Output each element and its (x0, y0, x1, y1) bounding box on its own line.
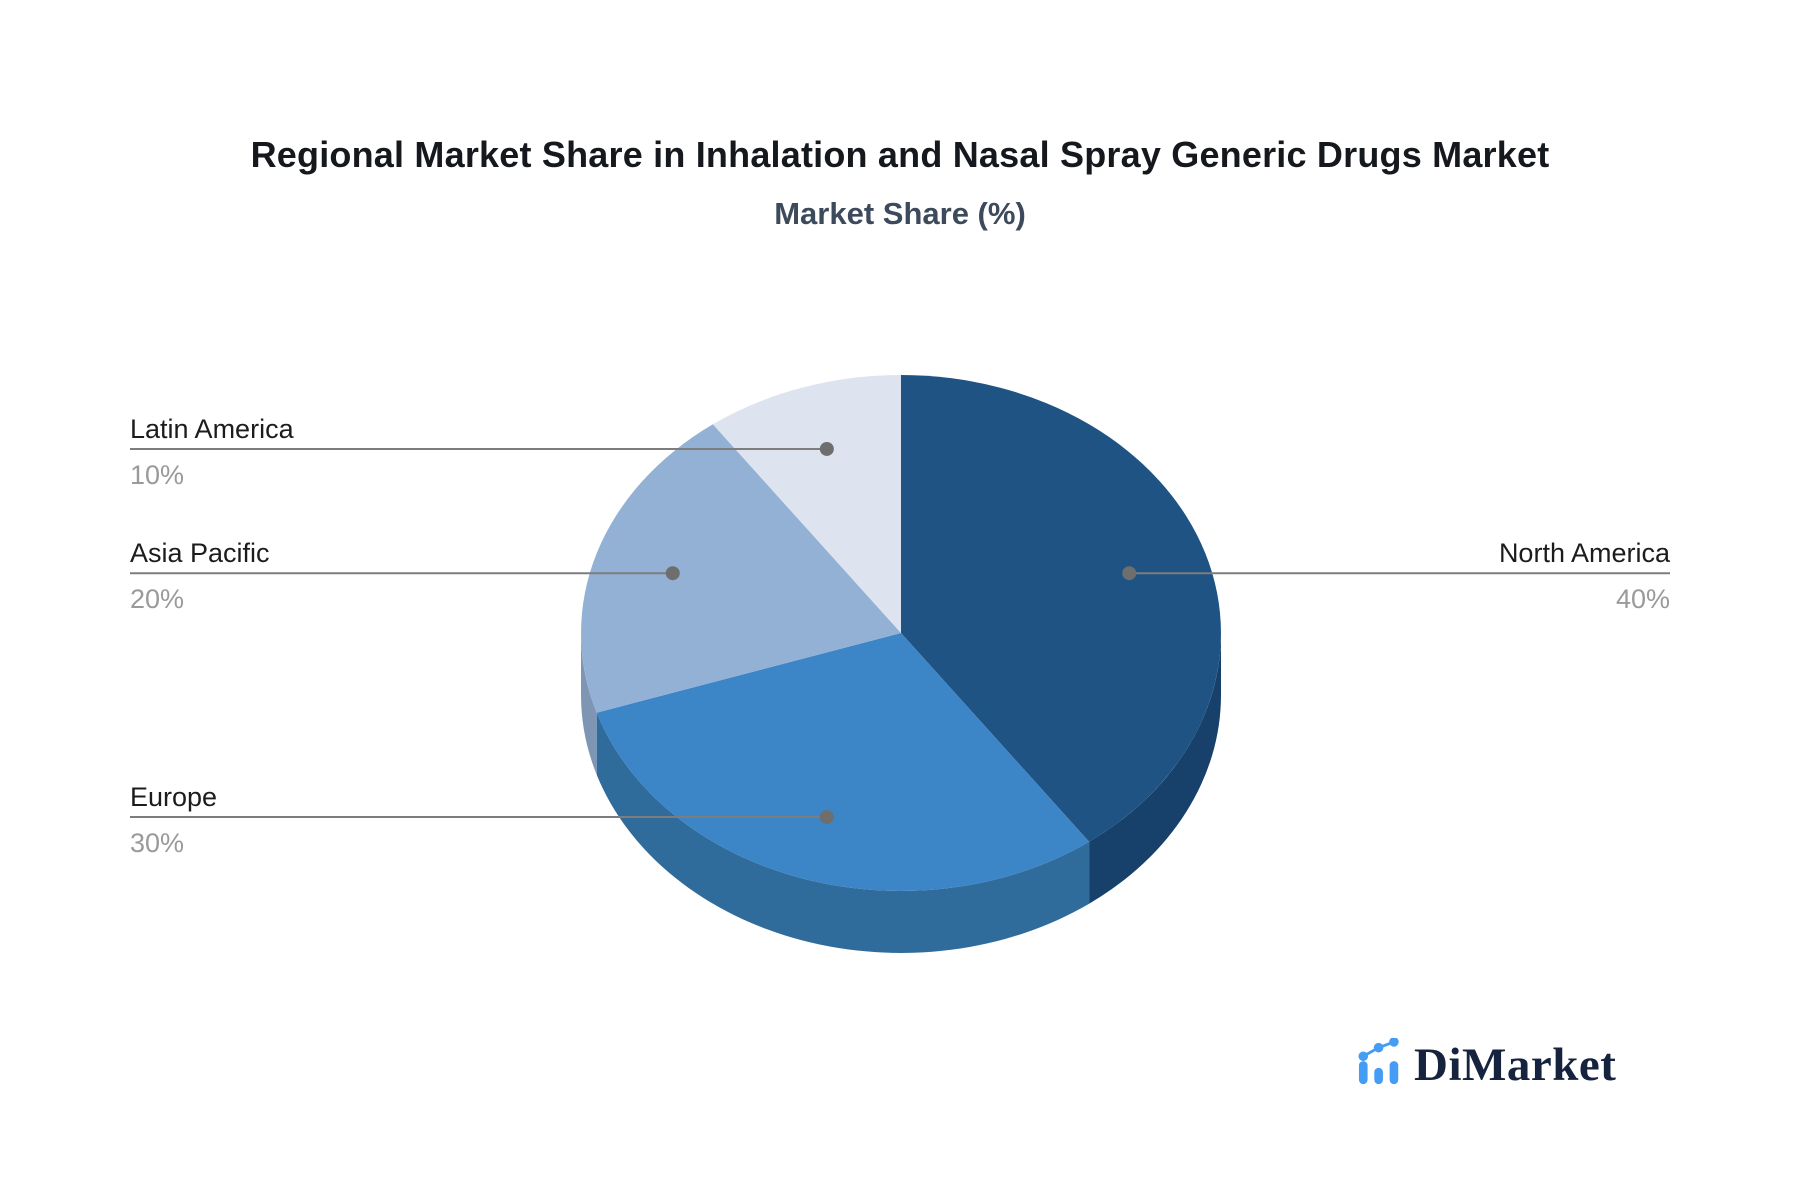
bar-chart-trend-icon (1358, 1038, 1399, 1085)
pie-slice-europe[interactable] (596, 633, 1090, 891)
callout-north-america: North America 40% (1499, 539, 1670, 613)
percent-label: 20% (130, 584, 185, 615)
leader-dot (819, 810, 834, 825)
callout-europe: Europe 30% (130, 783, 217, 857)
pie-side-europe (596, 712, 1090, 953)
region-label: Asia Pacific (130, 538, 270, 569)
percent-label: 40% (1615, 584, 1670, 615)
leader-dot (819, 441, 834, 456)
callout-asia-pacific: Asia Pacific 20% (130, 539, 270, 613)
pie-side-north-america (1089, 633, 1221, 904)
region-label: Europe (130, 782, 218, 813)
pie-slice-north-america[interactable] (901, 375, 1221, 842)
leader-dot (1122, 566, 1137, 581)
percent-label: 30% (130, 828, 185, 859)
callout-latin-america: Latin America 10% (130, 415, 294, 489)
chart-title: Regional Market Share in Inhalation and … (250, 134, 1550, 175)
chart-subtitle: Market Share (%) (774, 196, 1026, 231)
percent-label: 10% (130, 459, 185, 490)
region-label: Latin America (130, 413, 294, 444)
pie-side-asia-pacific (581, 633, 597, 775)
pie-slice-latin-america[interactable] (712, 375, 901, 633)
region-label: North America (1498, 538, 1670, 569)
dimarket-logo[interactable]: DiMarket (1358, 1038, 1616, 1090)
logo-wordmark: DiMarket (1414, 1039, 1617, 1091)
leader-dot (665, 566, 680, 581)
pie-slice-asia-pacific[interactable] (581, 424, 901, 713)
